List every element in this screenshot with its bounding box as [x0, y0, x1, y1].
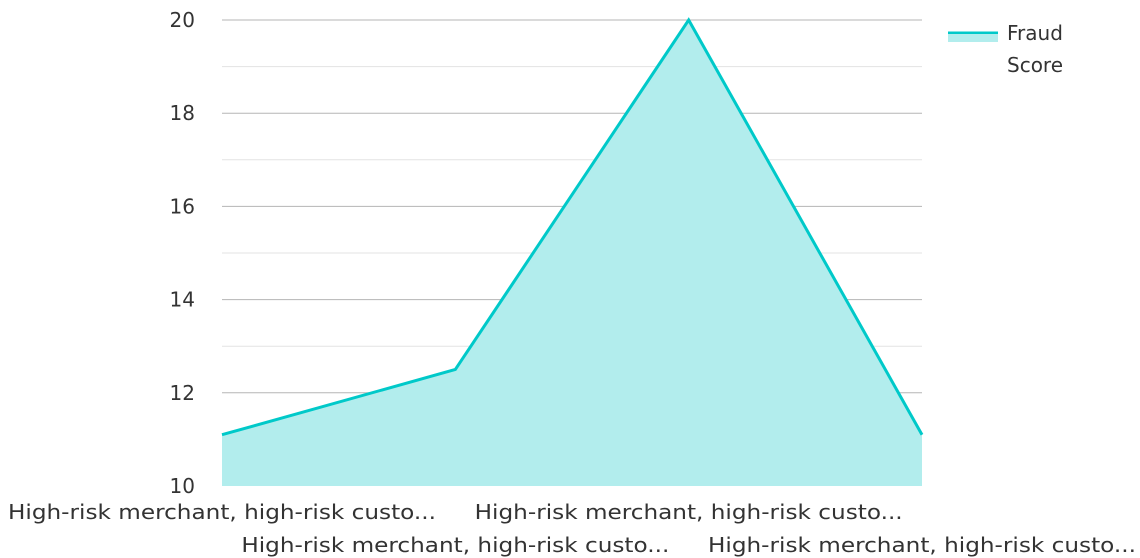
y-tick-label: 18 [170, 101, 195, 125]
x-axis: High-risk merchant, high-risk custo... Hi… [8, 500, 1136, 557]
legend: Fraud Score [948, 21, 1063, 77]
series-line-fraud-score [221, 17, 924, 437]
x-tick-label: High-risk merchant, high-risk custo... [241, 533, 669, 557]
y-tick-label: 20 [170, 8, 195, 32]
series-area-fraud-score [222, 20, 922, 486]
y-tick-label: 14 [170, 288, 195, 312]
y-axis: 10 12 14 16 18 20 [170, 8, 195, 498]
legend-label-line-2: Score [1007, 53, 1063, 77]
y-tick-label: 12 [170, 381, 195, 405]
y-tick-label: 10 [170, 474, 195, 498]
legend-swatch-fill [948, 34, 998, 42]
plot-area [221, 17, 924, 486]
x-tick-label: High-risk merchant, high-risk custo... [708, 533, 1136, 557]
x-tick-label: High-risk merchant, high-risk custo... [475, 500, 903, 524]
y-tick-label: 16 [170, 194, 195, 218]
legend-label-line-1: Fraud [1007, 21, 1063, 45]
x-tick-label: High-risk merchant, high-risk custo... [8, 500, 436, 524]
